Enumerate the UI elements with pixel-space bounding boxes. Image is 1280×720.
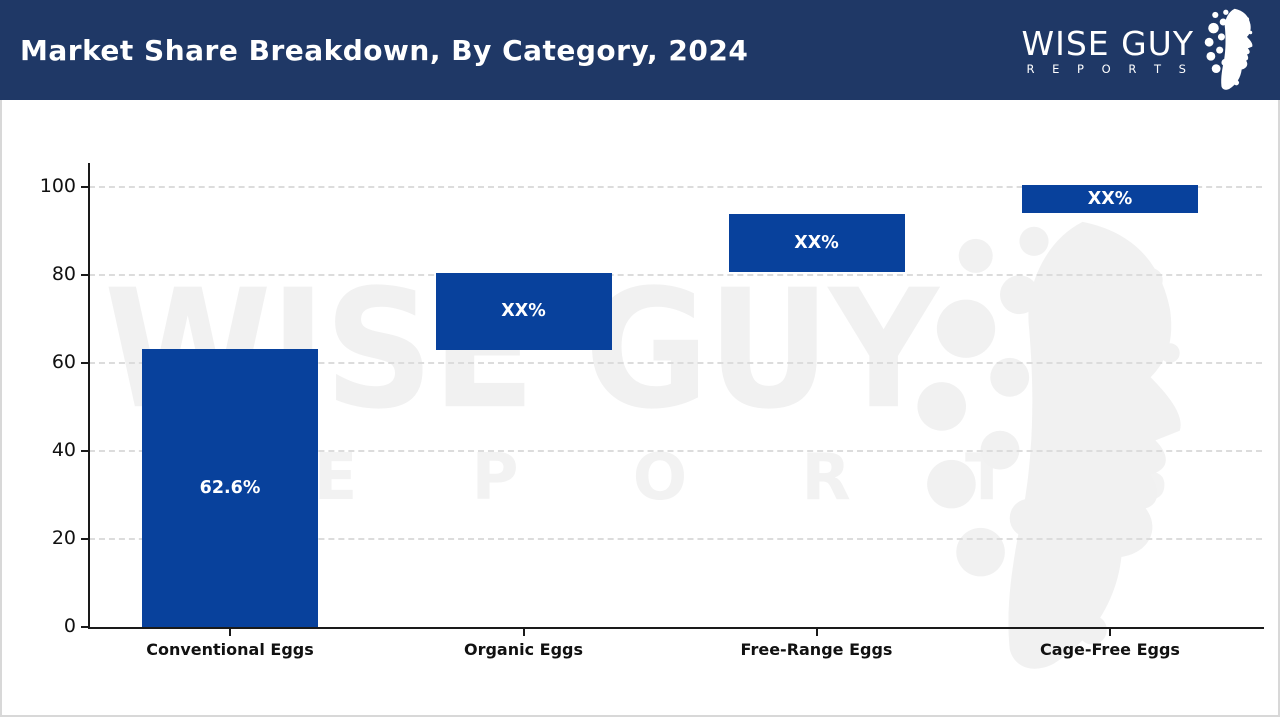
- y-axis-tick-label: 100: [39, 175, 76, 197]
- x-axis-category-label: Organic Eggs: [463, 640, 584, 659]
- page-border-bottom: [0, 715, 1280, 717]
- y-axis-tick-mark: [81, 450, 88, 452]
- bar-free-range-eggs: XX%: [728, 213, 905, 272]
- gridline-y-20: [89, 538, 1262, 540]
- x-axis-category-label: Conventional Eggs: [146, 640, 314, 659]
- y-axis-tick-mark: [81, 538, 88, 540]
- gridline-y-60: [89, 362, 1262, 364]
- x-axis-tick-mark: [1109, 629, 1111, 636]
- page-border-left: [0, 100, 2, 716]
- y-axis-tick-mark: [81, 186, 88, 188]
- y-axis-tick-label: 40: [51, 439, 76, 461]
- x-axis-tick-mark: [815, 629, 818, 636]
- y-axis-tick-label: 80: [51, 263, 76, 285]
- brand-subname: R E P O R T S: [1026, 61, 1193, 76]
- bar-organic-eggs: XX%: [435, 272, 612, 350]
- bar-value-label: XX%: [1087, 189, 1133, 210]
- y-axis-tick-mark: [81, 626, 88, 628]
- x-axis-tick-mark: [522, 629, 525, 636]
- bar-value-label: XX%: [501, 301, 546, 322]
- dotted-face-icon: [1196, 7, 1268, 95]
- bar-value-label: XX%: [794, 232, 839, 253]
- brand-logo: WISE GUY R E P O R T S: [1021, 8, 1268, 94]
- x-axis-line: [88, 627, 1264, 629]
- page-border-right: [1278, 100, 1280, 716]
- gridline-y-40: [89, 450, 1262, 452]
- chart-plot-area: 0 20 40 60 80 100 Conventional Eggs Organic Egg…: [0, 100, 1280, 720]
- bar-cage-free-eggs: XX%: [1022, 185, 1198, 213]
- y-axis-tick-label: 60: [51, 351, 76, 373]
- gridline-y-80: [89, 274, 1262, 276]
- bar-value-label: 62.6%: [199, 477, 261, 498]
- gridline-y-100: [89, 186, 1262, 188]
- header-bar: Market Share Breakdown, By Category, 202…: [0, 0, 1280, 100]
- y-axis-tick-label: 0: [63, 615, 76, 637]
- brand-logo-text: WISE GUY R E P O R T S: [1021, 27, 1194, 76]
- y-axis-line: [88, 163, 90, 629]
- page-title: Market Share Breakdown, By Category, 202…: [20, 33, 749, 67]
- brand-name: WISE GUY: [1021, 23, 1194, 63]
- bar-conventional-eggs: 62.6%: [142, 348, 318, 627]
- x-axis-tick-mark: [229, 629, 231, 636]
- x-axis-category-label: Cage-Free Eggs: [1040, 640, 1180, 659]
- y-axis-tick-label: 20: [51, 527, 76, 549]
- y-axis-tick-mark: [81, 274, 88, 276]
- x-axis-category-label: Free-Range Eggs: [740, 640, 893, 659]
- y-axis-tick-mark: [81, 362, 88, 364]
